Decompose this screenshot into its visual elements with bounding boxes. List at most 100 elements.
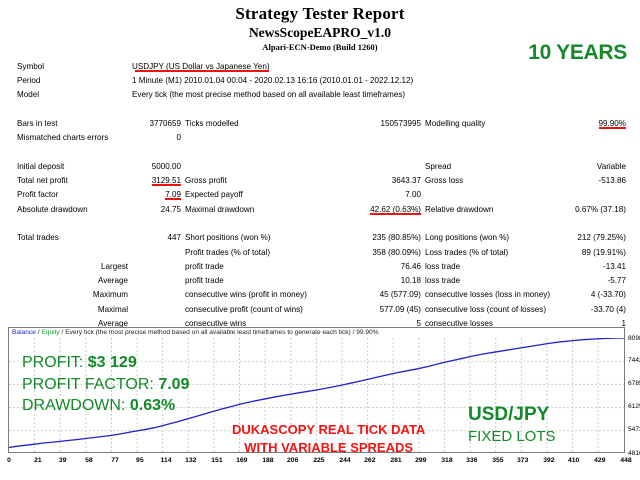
x-tick-label: 410 — [567, 457, 580, 464]
value-max-consecutive-wins: 45 (577.09) — [379, 290, 421, 300]
y-tick-label: 6129 — [628, 403, 640, 411]
row-spacer-3 — [0, 216, 640, 230]
y-tick-label: 6785 — [628, 379, 640, 387]
label-max-consecutive-wins: consecutive wins (profit in money) — [185, 290, 307, 300]
table-row-profit-trades: Profit trades (% of total) 358 (80.09%) … — [0, 245, 640, 259]
x-tick-label: 448 — [620, 457, 632, 464]
label-profit-factor: Profit factor — [17, 190, 59, 200]
legend-balance[interactable]: Balance — [12, 329, 36, 336]
value-relative-drawdown: 0.67% (37.18) — [575, 204, 626, 214]
x-tick-label: 262 — [364, 457, 376, 464]
table-row-mismatched-errors: Mismatched charts errors 0 — [0, 130, 640, 144]
value-total-trades: 447 — [167, 233, 181, 243]
legend-equity[interactable]: Equity — [41, 329, 60, 336]
value-largest-loss-trade: -13.41 — [603, 261, 626, 271]
table-row-initial-deposit: Initial deposit 5000.00 Spread Variable — [0, 159, 640, 173]
chart-y-axis: 8098 7442 6785 6129 5473 4816 — [626, 327, 640, 457]
label-period: Period — [17, 75, 41, 85]
x-tick-label: 169 — [236, 457, 248, 464]
label-avg-consecutive-losses: consecutive losses — [425, 318, 493, 328]
value-symbol-text: USDJPY (US Dollar vs Japanese Yen) — [132, 61, 270, 71]
grid-lines — [9, 338, 624, 452]
overlay-profit-factor-line: PROFIT FACTOR: 7.09 — [22, 374, 189, 396]
x-tick-label: 429 — [594, 457, 606, 464]
table-row-largest: Largest profit trade 76.46 loss trade -1… — [0, 259, 640, 273]
overlay-tick-data-line2: WITH VARIABLE SPREADS — [244, 440, 414, 455]
value-gross-loss: -513.86 — [598, 176, 626, 186]
x-tick-label: 114 — [160, 457, 172, 464]
value-period: 1 Minute (M1) 2010.01.04 00:04 - 2020.02… — [132, 75, 414, 85]
equity-chart-panel[interactable]: Balance / Equity / Every tick (the most … — [8, 327, 625, 453]
label-loss-trades: Loss trades (% of total) — [425, 247, 509, 257]
table-row-maximum: Maximum consecutive wins (profit in mone… — [0, 288, 640, 302]
label-maximum: Maximum — [92, 290, 128, 300]
label-maximal-consecutive-loss: consecutive loss (count of losses) — [425, 304, 547, 314]
label-gross-profit: Gross profit — [185, 176, 227, 186]
label-avg-consecutive-wins: consecutive wins — [185, 318, 247, 328]
years-badge: 10 YEARS — [528, 41, 627, 64]
label-maximal-consecutive-profit: consecutive profit (count of wins) — [185, 304, 303, 314]
value-mismatched-errors: 0 — [176, 133, 181, 143]
chart-x-axis: 0 21 39 58 77 95 114 132 151 169 188 206 225 244 262 28… — [7, 455, 632, 469]
x-tick-label: 0 — [7, 457, 11, 464]
value-profit-factor: 7.09 — [128, 188, 181, 202]
label-average-loss-trade: loss trade — [425, 276, 461, 286]
label-expected-payoff: Expected payoff — [185, 190, 243, 200]
value-modelling-quality: 99.90% — [550, 116, 640, 130]
label-short-positions: Short positions (won %) — [185, 233, 271, 243]
chart-legend: Balance / Equity / Every tick (the most … — [12, 329, 379, 337]
label-relative-drawdown: Relative drawdown — [425, 204, 494, 214]
table-row-total-net-profit: Total net profit 3129.51 Gross profit 36… — [0, 173, 640, 187]
y-tick-label: 8098 — [628, 335, 640, 342]
legend-separator-2: / — [61, 329, 64, 336]
overlay-profit-factor-value: 7.09 — [158, 375, 190, 393]
page-title: Strategy Tester Report — [235, 4, 405, 23]
label-long-positions: Long positions (won %) — [425, 233, 510, 243]
table-row-model: Model Every tick (the most precise metho… — [0, 88, 640, 102]
value-average-loss-trade: -5.77 — [607, 276, 626, 286]
value-modelling-quality-text: 99.90% — [598, 118, 626, 128]
label-total-trades: Total trades — [17, 233, 59, 243]
balance-curve — [9, 338, 624, 449]
value-symbol: USDJPY (US Dollar vs Japanese Yen) — [128, 59, 640, 73]
label-gross-loss: Gross loss — [425, 176, 464, 186]
row-spacer-2 — [0, 145, 640, 159]
x-tick-label: 355 — [492, 457, 504, 464]
label-largest-loss-trade: loss trade — [425, 261, 461, 271]
label-largest: Largest — [101, 261, 128, 271]
value-largest-profit-trade: 76.46 — [400, 261, 421, 271]
label-max-consecutive-losses: consecutive losses (loss in money) — [425, 290, 551, 300]
legend-description: Every tick (the most precise method base… — [65, 329, 379, 336]
x-tick-label: 225 — [313, 457, 325, 464]
value-spread: Variable — [596, 161, 626, 171]
label-absolute-drawdown: Absolute drawdown — [17, 204, 88, 214]
value-gross-profit: 3643.37 — [391, 176, 421, 186]
y-tick-label: 7442 — [628, 356, 640, 364]
overlay-drawdown-value: 0.63% — [129, 397, 176, 414]
label-average: Average — [98, 276, 128, 286]
value-maximal-consecutive-profit: 577.09 (45) — [379, 304, 421, 314]
value-loss-trades: 89 (19.91%) — [581, 247, 626, 257]
x-tick-label: 21 — [34, 457, 42, 464]
label-maximal-drawdown: Maximal drawdown — [185, 204, 255, 214]
table-row-symbol: Symbol USDJPY (US Dollar vs Japanese Yen… — [0, 59, 640, 73]
table-row-bars-in-test: Bars in test 3770659 Ticks modelled 1505… — [0, 116, 640, 130]
x-tick-label: 39 — [58, 457, 67, 464]
x-tick-label: 206 — [287, 457, 299, 464]
label-ticks-modelled: Ticks modelled — [185, 118, 239, 128]
label-mismatched-errors: Mismatched charts errors — [17, 133, 109, 143]
row-spacer-1 — [0, 102, 640, 116]
legend-separator-1: / — [37, 329, 40, 336]
value-average-profit-trade: 10.18 — [400, 276, 421, 286]
value-short-positions: 235 (80.85%) — [372, 233, 421, 243]
value-long-positions: 212 (79.25%) — [577, 233, 626, 243]
table-row-maximal: Maximal consecutive profit (count of win… — [0, 302, 640, 316]
ea-name: NewsScopeEAPRO_v1.0 — [248, 25, 392, 40]
overlay-profit-label: PROFIT: — [22, 354, 88, 371]
equity-plot — [9, 338, 624, 452]
x-tick-label: 151 — [211, 457, 223, 464]
label-total-net-profit: Total net profit — [17, 176, 68, 186]
value-ticks-modelled: 150573995 — [380, 118, 421, 128]
label-initial-deposit: Initial deposit — [17, 161, 65, 171]
x-tick-label: 58 — [85, 457, 93, 464]
